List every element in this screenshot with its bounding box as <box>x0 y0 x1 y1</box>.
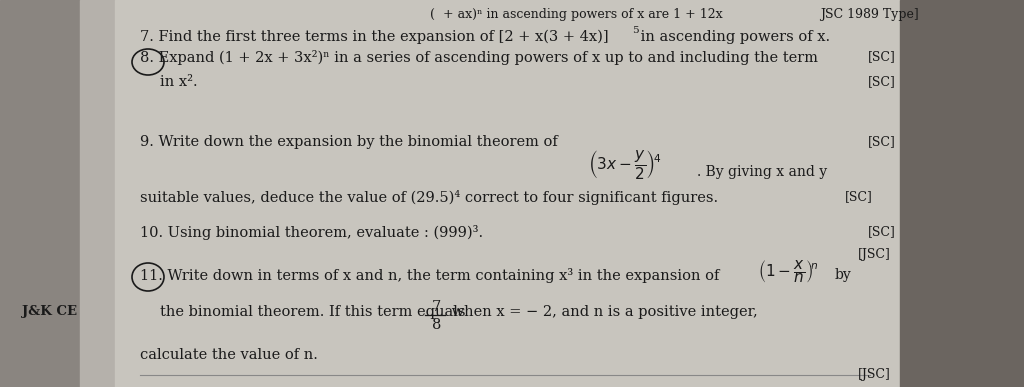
Text: calculate the value of n.: calculate the value of n. <box>140 348 317 362</box>
Bar <box>80 0 115 387</box>
Text: when x = − 2, and n is a positive integer,: when x = − 2, and n is a positive intege… <box>447 305 758 319</box>
Text: 8. Expand (1 + 2x + 3x²)ⁿ in a series of ascending powers of x up to and includi: 8. Expand (1 + 2x + 3x²)ⁿ in a series of… <box>140 50 818 65</box>
Bar <box>0 0 80 387</box>
Bar <box>115 0 900 387</box>
Text: $\left(1-\dfrac{x}{n}\right)^{\!n}$: $\left(1-\dfrac{x}{n}\right)^{\!n}$ <box>758 258 819 285</box>
Text: 7: 7 <box>432 300 441 314</box>
Text: JSC 1989 Type]: JSC 1989 Type] <box>820 8 919 21</box>
Text: the binomial theorem. If this term equals: the binomial theorem. If this term equal… <box>160 305 466 319</box>
Text: J&K CE: J&K CE <box>22 305 77 318</box>
Text: [JSC]: [JSC] <box>858 368 891 381</box>
Text: 11. Write down in terms of x and n, the term containing x³ in the expansion of: 11. Write down in terms of x and n, the … <box>140 268 720 283</box>
Text: [SC]: [SC] <box>868 135 896 148</box>
Text: by: by <box>835 268 852 282</box>
Text: [SC]: [SC] <box>845 190 872 203</box>
Text: suitable values, deduce the value of (29.5)⁴ correct to four significant figures: suitable values, deduce the value of (29… <box>140 190 718 205</box>
Text: 8: 8 <box>432 318 441 332</box>
Bar <box>900 0 1024 387</box>
Text: 10. Using binomial theorem, evaluate : (999)³.: 10. Using binomial theorem, evaluate : (… <box>140 225 483 240</box>
Text: [JSC]: [JSC] <box>858 248 891 261</box>
Text: in ascending powers of x.: in ascending powers of x. <box>636 30 830 44</box>
Text: 7. Find the first three terms in the expansion of [2 + x(3 + 4x)]: 7. Find the first three terms in the exp… <box>140 30 608 45</box>
Text: [SC]: [SC] <box>868 75 896 88</box>
Text: $\left(3x-\dfrac{y}{2}\right)^{\!4}$: $\left(3x-\dfrac{y}{2}\right)^{\!4}$ <box>588 148 662 181</box>
Text: . By giving x and y: . By giving x and y <box>697 165 827 179</box>
Text: in x².: in x². <box>160 75 198 89</box>
Text: (  + ax)ⁿ in ascending powers of x are 1 + 12x: ( + ax)ⁿ in ascending powers of x are 1 … <box>430 8 723 21</box>
Text: [SC]: [SC] <box>868 50 896 63</box>
Text: [SC]: [SC] <box>868 225 896 238</box>
Text: 9. Write down the expansion by the binomial theorem of: 9. Write down the expansion by the binom… <box>140 135 558 149</box>
Text: 5: 5 <box>632 26 639 35</box>
